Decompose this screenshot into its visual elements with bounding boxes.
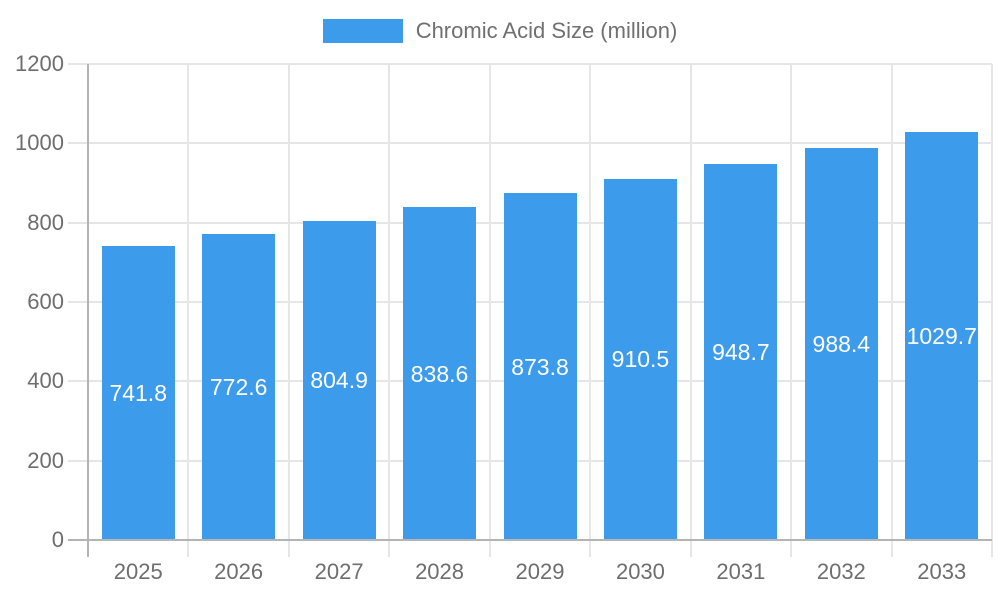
gridline-vertical: [187, 64, 190, 557]
bar-2026[interactable]: [202, 233, 276, 540]
gridline-horizontal: [68, 142, 992, 145]
bar-value-label: 838.6: [410, 360, 469, 387]
gridline-vertical: [488, 64, 491, 557]
legend-label: Chromic Acid Size (million): [415, 18, 678, 43]
bar-value-label: 988.4: [812, 330, 871, 357]
y-tick-label: 800: [27, 209, 64, 235]
x-axis-baseline: [68, 539, 992, 541]
x-tick-label: 2026: [214, 559, 264, 584]
legend-swatch: [322, 19, 403, 43]
y-tick-label: 200: [27, 447, 64, 473]
y-tick-label: 0: [51, 527, 64, 552]
bar-2031[interactable]: [704, 163, 778, 540]
bar-2032[interactable]: [804, 147, 878, 540]
gridline-vertical: [890, 64, 893, 557]
x-tick-label: 2028: [415, 559, 465, 584]
bar-2025[interactable]: [101, 245, 175, 540]
gridline-vertical: [689, 64, 692, 557]
y-axis-line: [87, 64, 89, 557]
gridline-vertical: [287, 64, 290, 557]
gridline-horizontal: [68, 63, 992, 65]
bar-2030[interactable]: [603, 178, 677, 540]
x-tick-label: 2027: [314, 559, 364, 584]
x-tick-label: 2033: [917, 559, 967, 584]
y-tick-label: 600: [27, 289, 64, 314]
gridline-vertical: [790, 64, 793, 557]
bar-2033[interactable]: [905, 131, 979, 540]
bar-value-label: 910.5: [611, 346, 670, 373]
y-tick-label: 1000: [15, 130, 64, 156]
gridline-vertical: [388, 64, 391, 557]
bar-value-label: 741.8: [109, 379, 167, 406]
x-tick-label: 2029: [515, 559, 565, 584]
bar-value-label: 1029.7: [906, 322, 977, 349]
x-tick-label: 2031: [716, 559, 766, 584]
x-tick-label: 2030: [615, 559, 665, 584]
gridline-vertical: [991, 64, 993, 557]
bar-value-label: 804.9: [310, 367, 368, 394]
x-tick-label: 2032: [816, 559, 866, 584]
bar-value-label: 772.6: [209, 373, 268, 400]
x-tick-label: 2025: [113, 559, 163, 584]
y-tick-label: 1200: [15, 51, 64, 76]
bar-2028[interactable]: [403, 207, 477, 540]
gridline-vertical: [589, 64, 592, 557]
bar-value-label: 873.8: [511, 353, 569, 380]
bar-2027[interactable]: [302, 220, 376, 540]
bar-value-label: 948.7: [712, 338, 770, 365]
bar-2029[interactable]: [503, 193, 577, 540]
y-tick-label: 400: [27, 368, 64, 394]
legend[interactable]: Chromic Acid Size (million): [0, 18, 1000, 44]
